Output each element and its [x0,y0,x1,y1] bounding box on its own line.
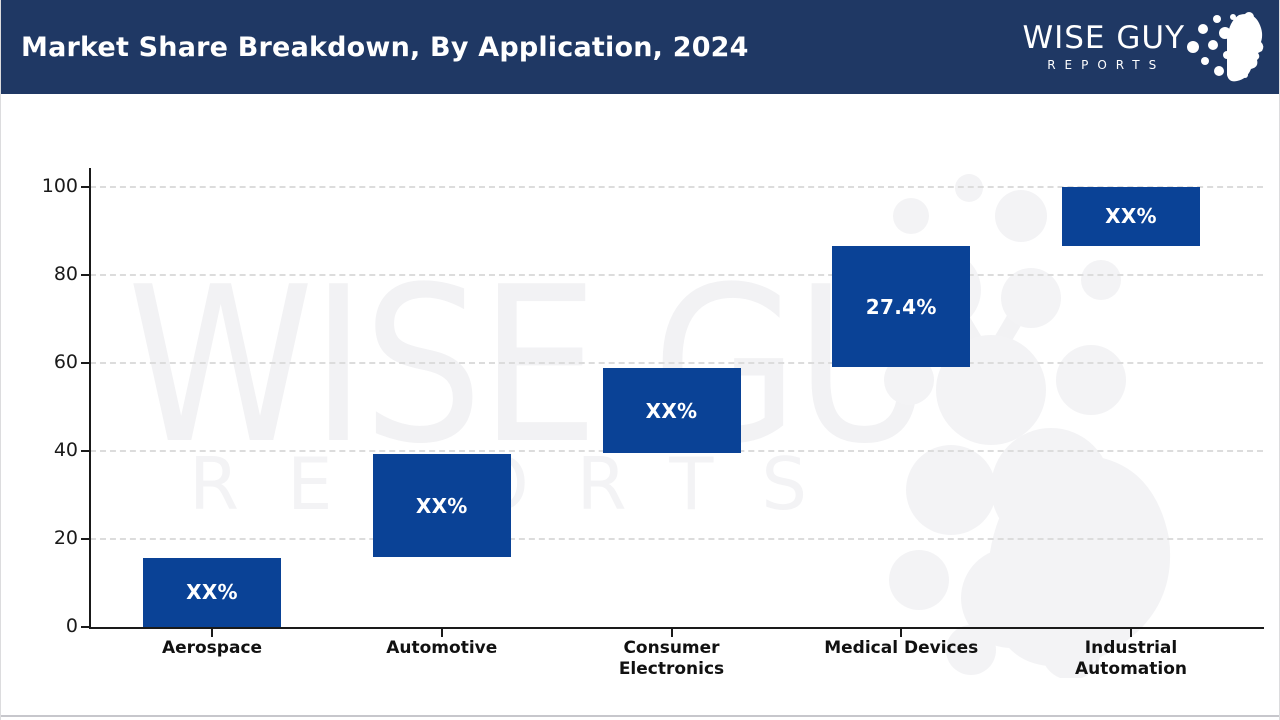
x-category-label-medical-devices: Medical Devices [824,638,979,658]
bar-value-label-consumer-electronics: XX% [645,398,698,423]
bar-value-label-medical-devices: 27.4% [865,294,937,319]
y-tick-100 [81,186,89,188]
brand-name: WISE GUY [1022,19,1185,56]
y-tick-label-80: 80 [53,263,78,285]
x-category-label-aerospace: Aerospace [161,638,263,658]
gridline-100 [90,186,1263,188]
bottom-divider [1,715,1279,717]
bar-industrial-automation: XX% [1062,187,1200,246]
x-category-label-automotive: Automotive [386,638,498,658]
y-tick-60 [81,362,89,364]
bar-value-label-aerospace: XX% [186,580,238,605]
y-tick-label-60: 60 [53,351,78,373]
gridline-60 [90,362,1263,364]
header: Market Share Breakdown, By Application, … [1,0,1279,94]
bar-value-label-industrial-automation: XX% [1105,204,1157,229]
bar-automotive: XX% [372,454,511,558]
y-tick-label-100: 100 [41,175,78,197]
watermark-subtext: REPORTS [189,442,856,526]
y-tick-0 [81,626,89,628]
bar-aerospace: XX% [143,557,281,627]
bar-consumer-electronics: XX% [602,367,741,454]
y-tick-label-40: 40 [53,439,78,461]
brand-logo: WISE GUY REPORTS [1022,9,1265,85]
page-title: Market Share Breakdown, By Application, … [21,31,749,63]
x-tick-industrial-automation [1130,629,1132,637]
y-tick-label-20: 20 [53,527,78,549]
y-tick-20 [81,538,89,540]
x-category-label-consumer-electronics: Consumer Electronics [618,638,725,680]
bar-value-label-automotive: XX% [415,493,468,518]
gridline-80 [90,274,1263,276]
y-axis-line [89,168,91,629]
x-category-label-industrial-automation: Industrial Automation [1075,638,1187,680]
x-tick-consumer-electronics [670,629,673,637]
y-tick-40 [81,450,89,452]
brand-subtitle: REPORTS [1047,57,1166,72]
x-tick-medical-devices [900,629,903,637]
y-tick-80 [81,274,89,276]
x-tick-aerospace [211,629,213,637]
brand-face-icon [1187,12,1264,82]
y-tick-label-0: 0 [65,615,78,637]
gridline-20 [90,538,1263,540]
bar-medical-devices: 27.4% [832,246,971,367]
x-axis-line [89,627,1264,629]
x-tick-automotive [440,629,443,637]
